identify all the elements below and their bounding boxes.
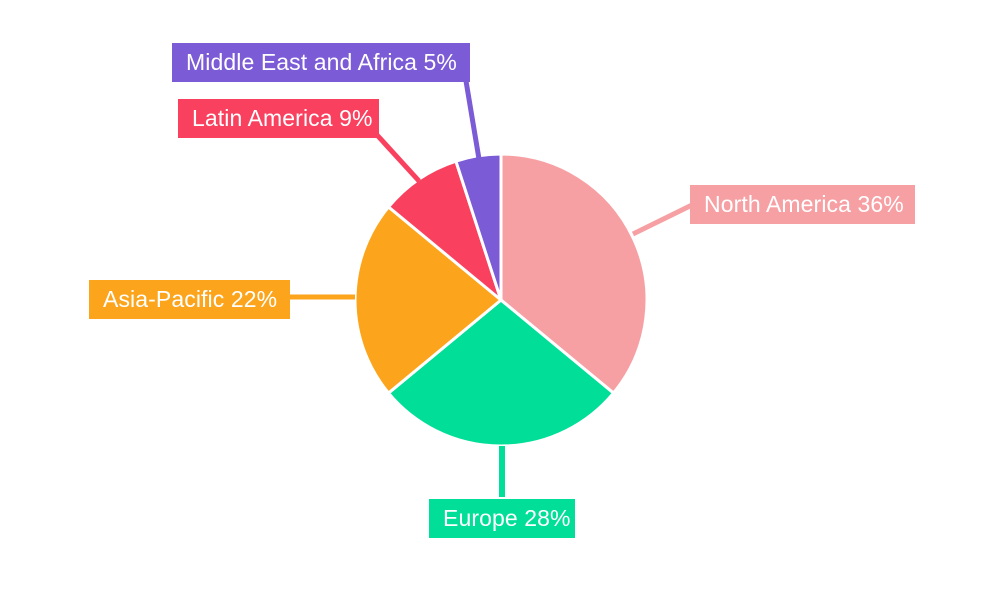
pie-leader-lines-group [290, 80, 694, 497]
pie-label-asia-pacific[interactable]: Asia-Pacific 22% [89, 280, 290, 319]
pie-slice-asia-pacific[interactable] [353, 204, 504, 396]
pie-slices-group [353, 152, 649, 448]
pie-label-middle-east-africa[interactable]: Middle East and Africa 5% [172, 43, 470, 82]
pie-label-north-america[interactable]: North America 36% [690, 185, 915, 224]
leader-line-middle-east-africa [463, 80, 482, 160]
pie-label-latin-america[interactable]: Latin America 9% [178, 99, 379, 138]
pie-slice-europe[interactable] [386, 298, 616, 448]
pie-label-europe[interactable]: Europe 28% [429, 499, 575, 538]
leader-line-latin-america [375, 133, 421, 183]
pie-slice-north-america[interactable] [499, 152, 649, 396]
leader-line-north-america [631, 202, 694, 237]
